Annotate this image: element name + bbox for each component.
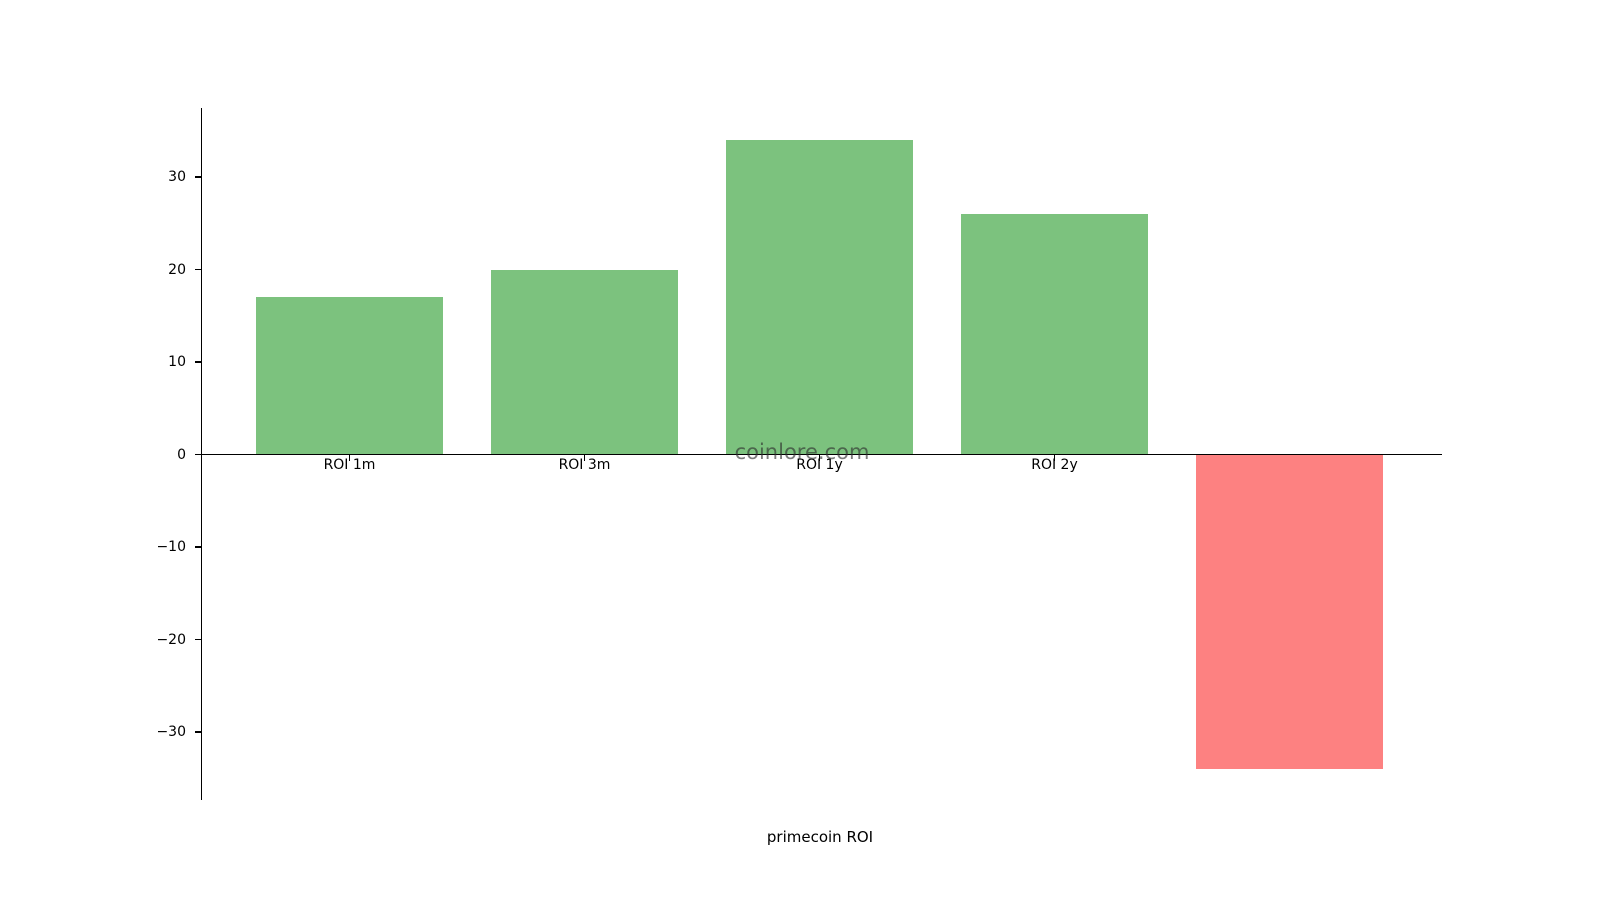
y-tick-label--20: −20 <box>156 631 186 648</box>
x-tick-label-roi-1y: ROI 1y <box>796 457 843 473</box>
x-tick-roi-1m <box>348 454 351 461</box>
x-axis-title: primecoin ROI <box>766 828 874 846</box>
y-tick-30 <box>194 176 201 178</box>
y-tick-label--10: −10 <box>156 539 186 555</box>
y-tick--10 <box>194 546 201 548</box>
y-tick-label-30: 30 <box>168 169 186 185</box>
y-tick-20 <box>194 268 201 271</box>
y-tick-label-20: 20 <box>168 261 186 278</box>
x-tick-label-roi-1m: ROI 1m <box>323 457 376 473</box>
x-tick-roi-3m <box>583 454 586 461</box>
y-tick-label--30: −30 <box>156 724 186 740</box>
bar-roi-2y <box>961 214 1148 455</box>
bar-bar-5 <box>1196 454 1383 769</box>
y-tick--20 <box>194 638 201 641</box>
x-tick-label-roi-2y: ROI 2y <box>1031 457 1078 473</box>
y-tick-label-0: 0 <box>177 446 186 463</box>
bar-roi-3m <box>491 269 678 455</box>
x-tick-label-roi-3m: ROI 3m <box>558 457 611 473</box>
y-tick--30 <box>194 731 201 733</box>
y-tick-label-10: 10 <box>168 354 186 370</box>
bar-roi-1y <box>726 140 913 455</box>
bar-roi-1m <box>256 297 443 455</box>
coinlore-watermark: coinlore.com <box>734 440 870 464</box>
x-axis-line <box>200 453 1442 456</box>
x-tick-roi-2y <box>1053 454 1056 461</box>
y-tick-0 <box>194 453 201 456</box>
x-tick-roi-1y <box>818 454 821 461</box>
y-tick-10 <box>194 361 201 363</box>
